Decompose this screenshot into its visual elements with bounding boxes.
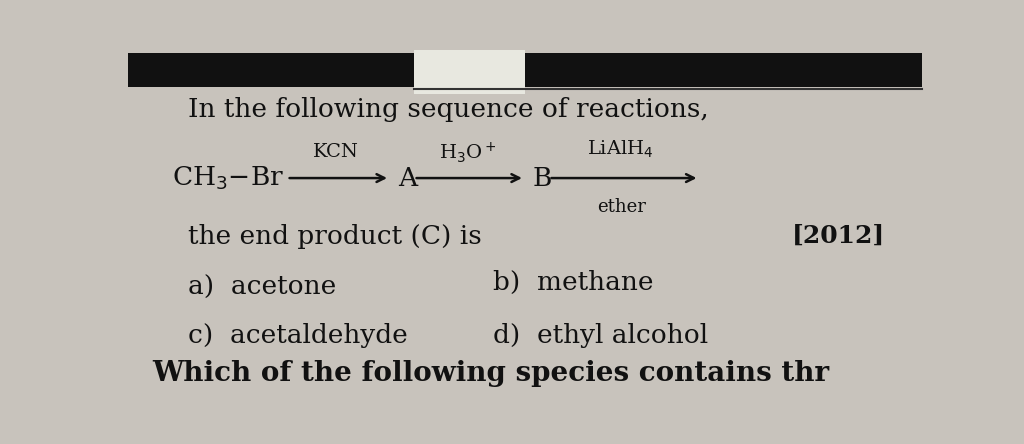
FancyBboxPatch shape <box>414 50 524 94</box>
Text: b)  methane: b) methane <box>494 270 653 295</box>
Text: d)  ethyl alcohol: d) ethyl alcohol <box>494 323 709 348</box>
Text: H$_3$O$^+$: H$_3$O$^+$ <box>439 140 497 165</box>
Text: A: A <box>397 166 417 190</box>
Bar <box>128 53 922 87</box>
Text: CH$_3$$-$Br: CH$_3$$-$Br <box>172 164 284 192</box>
Text: In the following sequence of reactions,: In the following sequence of reactions, <box>187 97 709 122</box>
Text: the end product (C) is: the end product (C) is <box>187 224 481 249</box>
Text: KCN: KCN <box>313 143 358 162</box>
Text: B: B <box>532 166 552 190</box>
Text: ether: ether <box>597 198 646 216</box>
Text: LiAlH$_4$: LiAlH$_4$ <box>587 139 653 160</box>
Text: c)  acetaldehyde: c) acetaldehyde <box>187 323 408 348</box>
Text: a)  acetone: a) acetone <box>187 275 336 300</box>
Text: [2012]: [2012] <box>792 224 885 248</box>
Text: Which of the following species contains thr: Which of the following species contains … <box>152 360 829 387</box>
